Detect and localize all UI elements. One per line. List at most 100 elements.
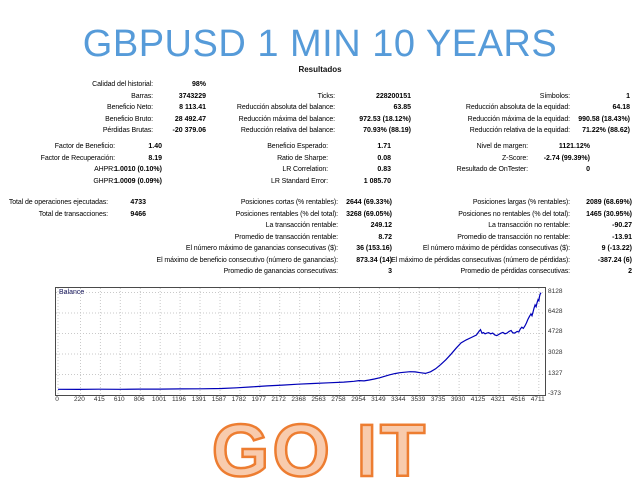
- stat-label: El número máximo de pérdidas consecutiva…: [422, 245, 570, 252]
- x-axis-tick-label: 1391: [191, 396, 207, 403]
- stat-label: Total de operaciones ejecutadas:: [8, 199, 108, 206]
- stat-label: Reducción absoluta del balance:: [236, 104, 335, 111]
- stat-value: 63.85: [393, 104, 411, 111]
- stat-value: 70.93% (88.19): [363, 127, 411, 134]
- stat-label: LR Standard Error:: [271, 177, 328, 185]
- x-axis-tick-label: 4321: [490, 396, 506, 403]
- stat-label: El máximo de pérdidas consecutivas (núme…: [391, 256, 570, 264]
- stat-label: Z-Score:: [501, 154, 528, 162]
- stat-label: Beneficio Neto:: [107, 104, 153, 111]
- x-axis-tick-label: 4516: [510, 396, 526, 403]
- stat-label: Factor de Recuperación:: [40, 154, 115, 162]
- stat-label: Promedio de transacción rentable:: [234, 233, 338, 241]
- balance-curve-svg: [56, 288, 545, 395]
- x-axis-tick-label: 1782: [231, 396, 247, 403]
- stat-label: El máximo de beneficio consecutivo (núme…: [156, 256, 339, 264]
- stat-label: Reducción relativa del balance:: [240, 127, 335, 134]
- stat-value: 98%: [191, 81, 206, 88]
- stat-value: 1121.12%: [558, 143, 590, 150]
- stat-value: 1465 (30.95%): [586, 210, 632, 218]
- stat-value: 972.53 (18.12%): [359, 115, 411, 123]
- x-axis-tick-label: 2172: [271, 396, 286, 403]
- x-axis-tick-label: 1977: [251, 396, 266, 403]
- stat-label: Reducción máxima de la equidad:: [467, 115, 570, 123]
- x-axis-tick-label: 3930: [450, 396, 466, 403]
- stat-value: -20 379.06: [172, 127, 206, 134]
- stat-value: 3268 (69.05%): [346, 210, 392, 218]
- x-axis-tick-label: 3149: [371, 396, 386, 403]
- chart-legend-label: Balance: [59, 289, 85, 296]
- stat-label: GHPR:: [93, 177, 115, 185]
- stat-value: 1 085.70: [363, 177, 391, 185]
- stat-label: AHPR:: [94, 166, 115, 173]
- x-axis-tick-label: 415: [93, 396, 105, 403]
- x-axis-tick-label: 2758: [331, 396, 346, 403]
- stat-label: Posiciones cortas (% rentables):: [240, 199, 338, 206]
- x-axis-tick-label: 4711: [530, 396, 545, 403]
- stat-value: 0: [586, 166, 590, 173]
- x-axis-tick-label: 3735: [430, 396, 446, 403]
- stat-value: 2644 (69.33%): [346, 199, 392, 206]
- balance-chart: Balance: [55, 287, 546, 396]
- stat-label: Posiciones largas (% rentables):: [472, 199, 570, 206]
- stat-value: 3743229: [178, 92, 206, 100]
- stat-value: 990.58 (18.43%): [578, 115, 630, 123]
- x-axis-tick-label: 1001: [151, 396, 167, 403]
- stat-value: 1.71: [377, 143, 391, 150]
- stat-label: Nivel de margen:: [476, 143, 528, 150]
- stat-label: LR Correlation:: [282, 166, 328, 173]
- stat-label: Ratio de Sharpe:: [277, 154, 328, 162]
- x-axis-tick-label: 4125: [470, 396, 486, 403]
- stat-value: 64.18: [612, 104, 630, 111]
- stat-label: Barras:: [131, 92, 153, 100]
- stat-value: 873.34 (14): [356, 256, 392, 264]
- x-axis-tick-label: 2563: [311, 396, 326, 403]
- stat-label: Factor de Beneficio:: [54, 143, 115, 150]
- x-axis-tick-label: 1196: [172, 396, 187, 403]
- stat-label: La transacción rentable:: [265, 222, 338, 229]
- stat-label: Promedio de pérdidas consecutivas:: [460, 268, 571, 275]
- stat-label: Resultado de OnTester:: [456, 166, 528, 173]
- stat-value: 0.08: [377, 154, 391, 162]
- x-axis-tick-label: 3344: [391, 396, 406, 403]
- y-axis-tick-label: -373: [548, 390, 562, 397]
- go-it-watermark: GO IT: [211, 409, 429, 492]
- stat-value: 1: [626, 92, 630, 100]
- stat-value: 0.83: [377, 166, 391, 173]
- stat-label: Beneficio Esperado:: [267, 143, 328, 150]
- x-axis-tick-label: 3539: [410, 396, 426, 403]
- x-axis-tick-label: 1587: [211, 396, 227, 403]
- stat-value: 249.12: [370, 222, 392, 229]
- stat-label: Pérdidas Brutas:: [102, 127, 153, 134]
- stat-value: -387.24 (6): [597, 256, 632, 264]
- stat-value: 1.0010 (0.10%): [114, 166, 162, 173]
- x-axis-tick-label: 2368: [291, 396, 306, 403]
- stat-value: 1.0009 (0.09%): [114, 177, 162, 185]
- y-axis-tick-label: 3028: [548, 348, 563, 356]
- stat-value: -2.74 (99.39%): [543, 154, 590, 162]
- results-heading: Resultados: [298, 65, 342, 74]
- stat-value: 28 492.47: [174, 115, 206, 123]
- x-axis-tick-label: 0: [55, 396, 59, 403]
- page-title: GBPUSD 1 MIN 10 YEARS: [82, 23, 558, 65]
- stat-label: Calidad del historial:: [92, 81, 153, 88]
- stat-value: 3: [388, 268, 392, 275]
- stat-label: Posiciones rentables (% del total):: [235, 210, 338, 218]
- stat-value: 228200151: [375, 92, 411, 100]
- stat-value: 71.22% (88.62): [582, 127, 630, 134]
- stat-value: -90.27: [612, 222, 632, 229]
- stat-value: 9 (-13.22): [601, 245, 632, 252]
- stat-label: Reducción absoluta de la equidad:: [465, 104, 570, 111]
- x-axis-tick-label: 806: [133, 396, 145, 403]
- x-axis-tick-label: 2954: [351, 396, 366, 403]
- stat-label: Reducción relativa de la equidad:: [469, 127, 570, 134]
- stat-label: Ticks:: [317, 92, 336, 100]
- y-axis-tick-label: 8128: [548, 287, 563, 295]
- stat-value: -13.91: [612, 233, 632, 241]
- stat-value: 1.40: [148, 143, 162, 150]
- stat-label: Promedio de ganancias consecutivas:: [223, 268, 339, 275]
- stat-value: 9466: [130, 210, 146, 218]
- stat-label: Beneficio Bruto:: [105, 115, 153, 123]
- stat-label: Símbolos:: [539, 92, 570, 100]
- stat-label: Promedio de transacción no rentable:: [457, 233, 570, 241]
